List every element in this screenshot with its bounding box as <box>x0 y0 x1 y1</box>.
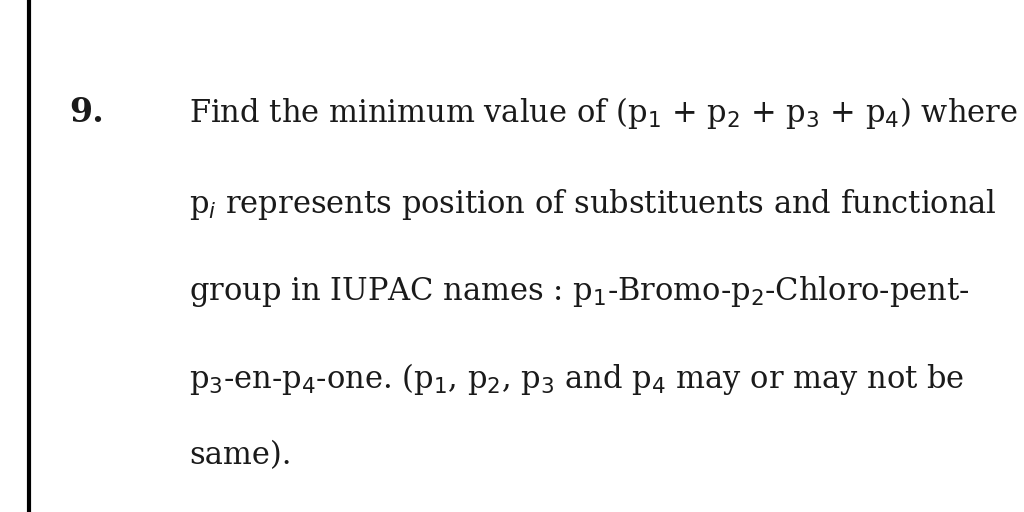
Text: p$_3$-en-p$_4$-one. (p$_1$, p$_2$, p$_3$ and p$_4$ may or may not be: p$_3$-en-p$_4$-one. (p$_1$, p$_2$, p$_3$… <box>189 361 965 397</box>
Text: p$_i$ represents position of substituents and functional: p$_i$ represents position of substituent… <box>189 187 997 222</box>
Text: same).: same). <box>189 440 292 471</box>
Text: 9.: 9. <box>70 96 104 129</box>
Text: Find the minimum value of (p$_1$ + p$_2$ + p$_3$ + p$_4$) where: Find the minimum value of (p$_1$ + p$_2$… <box>189 95 1018 131</box>
Text: group in IUPAC names : p$_1$-Bromo-p$_2$-Chloro-pent-: group in IUPAC names : p$_1$-Bromo-p$_2$… <box>189 274 970 309</box>
